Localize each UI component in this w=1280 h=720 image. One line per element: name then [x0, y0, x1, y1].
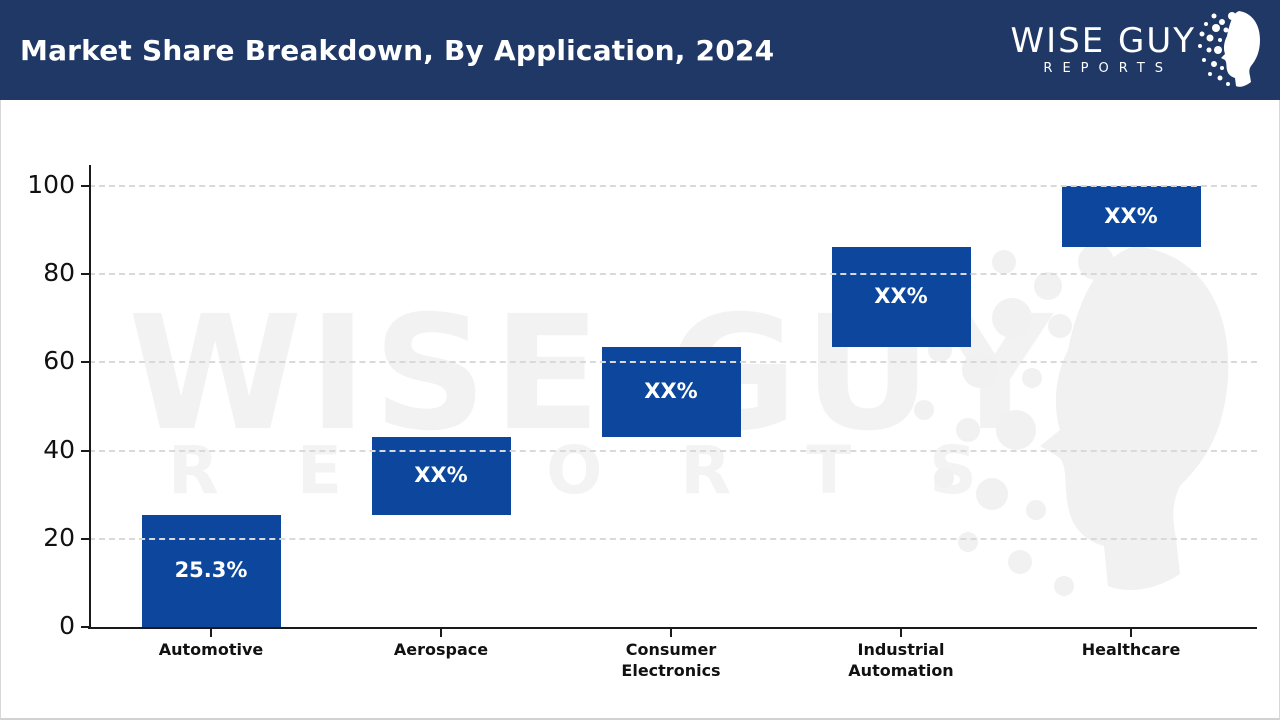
- x-category-label-industrial-automation: Industrial Automation: [848, 640, 954, 680]
- bar-value-label-healthcare: XX%: [1104, 203, 1158, 228]
- bar-industrial-automation: [831, 247, 971, 348]
- watermark-face-icon: [914, 244, 1229, 596]
- y-tick-80: [81, 273, 89, 276]
- header-bar: Market Share Breakdown, By Application, …: [0, 0, 1280, 100]
- bar-healthcare: [1061, 186, 1201, 248]
- y-tick-label-60: 60: [43, 346, 75, 376]
- y-tick-0: [81, 626, 89, 628]
- brand-logo: WISE GUY REPORTS: [1010, 8, 1266, 92]
- y-axis-line: [89, 165, 91, 629]
- y-tick-label-80: 80: [43, 258, 75, 288]
- y-tick-label-0: 0: [59, 611, 75, 640]
- x-category-label-automotive: Automotive: [158, 640, 264, 659]
- bar-value-label-automotive: 25.3%: [174, 558, 248, 583]
- brand-face-icon: [1198, 11, 1260, 87]
- y-tick-label-100: 100: [27, 170, 75, 199]
- y-tick-60: [81, 361, 89, 364]
- x-tick-automotive: [210, 629, 212, 637]
- x-category-label-healthcare: Healthcare: [1081, 640, 1181, 659]
- brand-subtitle: REPORTS: [1043, 61, 1174, 77]
- x-tick-industrial-automation: [900, 629, 902, 637]
- bar-value-label-industrial-automation: XX%: [874, 284, 928, 309]
- x-axis-line: [88, 627, 1257, 629]
- brand-logo-text: WISE GUY REPORTS: [1010, 20, 1196, 77]
- x-tick-consumer-electronics: [670, 629, 672, 637]
- watermark-subtext: REPORTS: [168, 432, 1055, 509]
- y-tick-label-20: 20: [43, 522, 75, 552]
- x-tick-aerospace: [440, 629, 442, 637]
- gridline-60: [89, 361, 1257, 364]
- x-category-label-consumer-electronics: Consumer Electronics: [621, 640, 721, 680]
- bar-automotive: [141, 515, 281, 627]
- y-tick-label-40: 40: [43, 434, 75, 464]
- y-tick-100: [81, 185, 89, 187]
- bar-value-label-aerospace: XX%: [414, 463, 468, 488]
- chart-title: Market Share Breakdown, By Application, …: [20, 33, 775, 67]
- bar-value-label-consumer-electronics: XX%: [644, 379, 698, 404]
- gridline-40: [89, 449, 1257, 452]
- gridline-80: [89, 273, 1257, 276]
- gridline-20: [89, 537, 1257, 540]
- gridline-100: [89, 185, 1257, 187]
- brand-name: WISE GUY: [1010, 20, 1196, 61]
- x-tick-healthcare: [1130, 629, 1132, 637]
- y-tick-20: [81, 537, 89, 540]
- y-tick-40: [81, 449, 89, 452]
- x-category-label-aerospace: Aerospace: [393, 640, 489, 659]
